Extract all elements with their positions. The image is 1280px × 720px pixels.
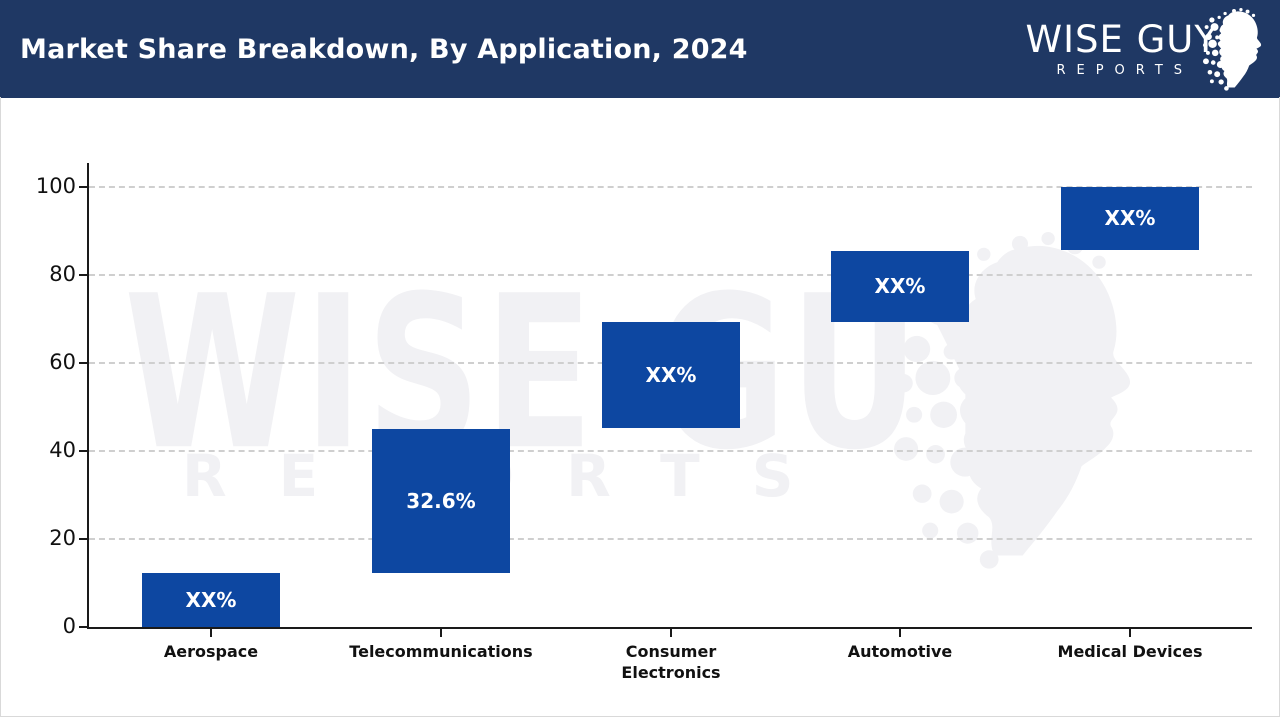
- y-axis-label-20: 20: [49, 526, 76, 550]
- x-axis-tick-aerospace: [210, 629, 212, 637]
- y-axis-tick-0: [79, 626, 88, 628]
- y-axis-label-40: 40: [49, 438, 76, 462]
- bar-value-label-consumer-electronics: XX%: [645, 363, 697, 388]
- bar-aerospace: XX%: [142, 572, 280, 627]
- x-axis-tick-medical-devices: [1129, 629, 1131, 637]
- bar-consumer-electronics: XX%: [602, 322, 740, 429]
- bar-value-label-medical-devices: XX%: [1104, 206, 1156, 231]
- x-axis-label-aerospace: Aerospace: [163, 642, 259, 661]
- y-axis-line: [87, 163, 89, 629]
- logo-brand-text: WISE GUY: [1025, 18, 1218, 61]
- y-axis-tick-20: [79, 538, 88, 540]
- logo-text: WISE GUY REPORTS: [1025, 18, 1218, 79]
- x-axis-label-consumer-electronics: Consumer Electronics: [621, 642, 721, 682]
- y-axis-label-100: 100: [35, 174, 76, 198]
- y-axis-label-60: 60: [49, 350, 76, 374]
- header-bar: Market Share Breakdown, By Application, …: [0, 0, 1280, 98]
- y-axis-tick-100: [79, 186, 88, 188]
- wise-guy-logo: WISE GUY REPORTS: [1026, 7, 1268, 91]
- y-axis-tick-60: [79, 362, 88, 364]
- gridline-40: [89, 450, 1252, 452]
- x-axis-tick-automotive: [899, 629, 901, 637]
- gridline-20: [89, 538, 1252, 540]
- bar-medical-devices: XX%: [1061, 187, 1199, 250]
- x-axis-label-medical-devices: Medical Devices: [1057, 642, 1203, 661]
- y-axis-tick-40: [79, 450, 88, 452]
- chart-title: Market Share Breakdown, By Application, …: [20, 33, 748, 65]
- x-axis-tick-telecommunications: [440, 629, 442, 637]
- y-axis-label-80: 80: [49, 262, 76, 286]
- y-axis-label-0: 0: [62, 614, 76, 638]
- bar-value-label-telecommunications: 32.6%: [406, 489, 476, 514]
- bar-value-label-aerospace: XX%: [185, 587, 237, 612]
- bar-telecommunications: 32.6%: [372, 429, 510, 573]
- gridline-100: [89, 186, 1252, 188]
- gridline-80: [89, 274, 1252, 276]
- x-axis-tick-consumer-electronics: [670, 629, 672, 637]
- bar-value-label-automotive: XX%: [874, 274, 926, 299]
- bar-automotive: XX%: [831, 250, 969, 323]
- x-axis-line: [87, 627, 1252, 629]
- logo-sub-text: REPORTS: [1056, 63, 1194, 78]
- y-axis-tick-80: [79, 274, 88, 276]
- x-axis-label-automotive: Automotive: [847, 642, 953, 661]
- x-axis-label-telecommunications: Telecommunications: [349, 642, 533, 661]
